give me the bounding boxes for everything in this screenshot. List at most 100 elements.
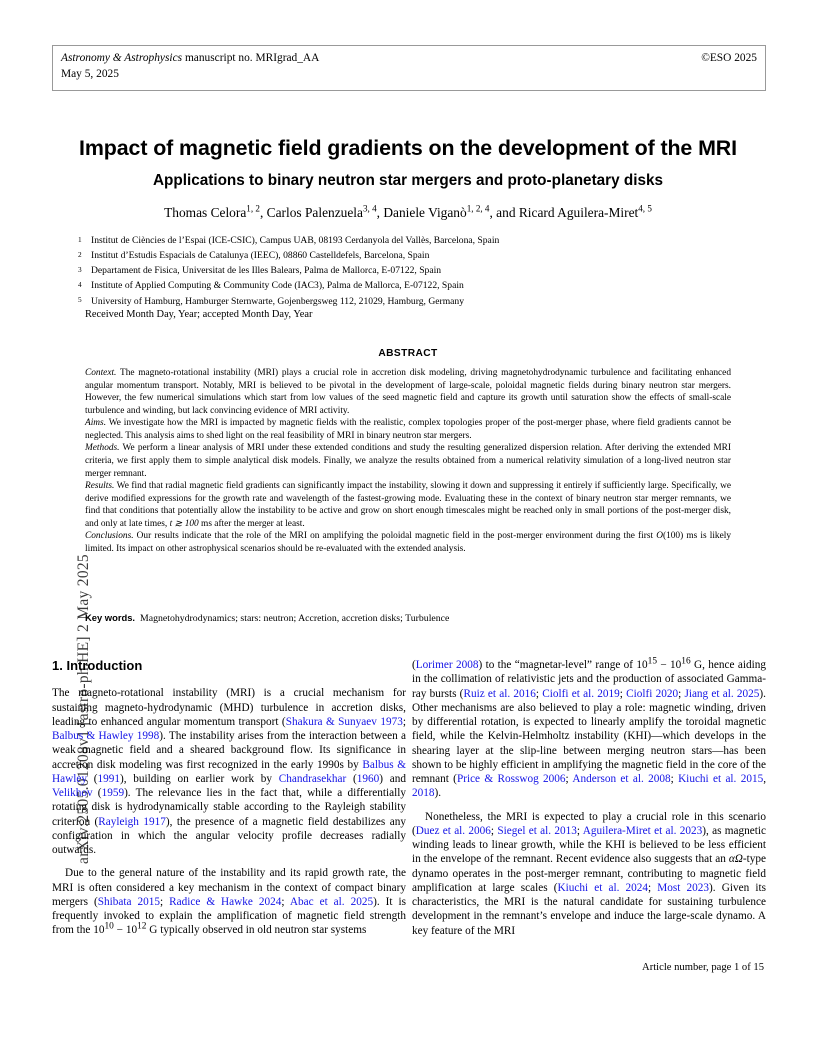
- citation-link[interactable]: Balbus & Hawley: [52, 758, 406, 785]
- citation-link[interactable]: Rayleigh 1917: [98, 815, 166, 828]
- citation-link[interactable]: 2018: [412, 787, 435, 800]
- field-strength-upper: 1012: [125, 921, 147, 937]
- citation-link[interactable]: Jiang et al. 2025: [684, 687, 760, 700]
- citation-link[interactable]: Ruiz et al. 2016: [463, 687, 536, 700]
- text-run: 10: [636, 659, 648, 671]
- author-aguilera-miret: Ricard Aguilera-Miret4, 5: [518, 203, 652, 220]
- body-column-left: 1. Introduction The magneto-rotational i…: [52, 658, 406, 938]
- text-run: ).: [434, 787, 442, 800]
- citation-link[interactable]: Duez et al. 2006: [415, 824, 491, 837]
- dynamo-type-math: αΩ: [728, 853, 743, 866]
- text-run: ;: [160, 895, 170, 908]
- abstract-results-text-b: ms after the merger at least.: [198, 518, 305, 529]
- citation-link[interactable]: Chandrasekhar: [278, 772, 347, 785]
- affiliation-marker: 3: [78, 264, 82, 274]
- abstract-conclusions-math: O: [656, 531, 663, 542]
- keywords-label: Key words.: [85, 612, 136, 623]
- text-run: (: [92, 787, 102, 800]
- abstract-heading: ABSTRACT: [378, 348, 438, 359]
- text-run: (: [87, 772, 98, 785]
- header-date: May 5, 2025: [61, 68, 119, 81]
- abstract-results-label: Results.: [85, 481, 115, 492]
- abstract-results: Results. We find that radial magnetic fi…: [85, 480, 731, 530]
- affiliation-list: 1 Institut de Ciències de l’Espai (ICE-C…: [78, 233, 698, 309]
- citation-link[interactable]: Siegel et al. 2013: [497, 824, 577, 837]
- text-run: ,: [763, 773, 767, 785]
- text-run: The magneto-rotational instability (MRI)…: [52, 687, 406, 728]
- text-run: ). Other mechanisms are also believed to…: [412, 687, 766, 786]
- text-run: 10: [93, 924, 105, 937]
- citation-link[interactable]: Abac et al. 2025: [289, 895, 374, 908]
- magnetar-field-lower: 1015: [636, 657, 657, 671]
- text-run: (: [346, 772, 357, 785]
- field-strength-lower: 1010: [93, 921, 114, 937]
- abstract-methods: Methods. We perform a linear analysis of…: [85, 442, 731, 480]
- paragraph-intro-1: The magneto-rotational instability (MRI)…: [52, 686, 406, 857]
- text-run: ;: [670, 773, 679, 785]
- keywords-text: Magnetohydrodynamics; stars: neutron; Ac…: [140, 613, 450, 624]
- affiliation-item: 2 Institut d’Estudis Espacials de Catalu…: [78, 248, 698, 263]
- paragraph-intro-2: Due to the general nature of the instabi…: [52, 866, 406, 937]
- running-head-box: Astronomy & Astrophysics manuscript no. …: [52, 45, 766, 91]
- affiliation-text: Institute of Applied Computing & Communi…: [91, 280, 464, 292]
- citation-link[interactable]: 1960: [356, 772, 380, 785]
- text-run: −: [657, 659, 671, 671]
- citation-link[interactable]: Most 2023: [657, 881, 710, 894]
- author-palenzuela: Carlos Palenzuela3, 4: [266, 203, 377, 220]
- author-list: Thomas Celora1, 2, Carlos Palenzuela3, 4…: [164, 203, 652, 220]
- affiliation-text: Institut de Ciències de l’Espai (ICE-CSI…: [91, 235, 500, 246]
- text-run: ;: [648, 881, 658, 894]
- citation-link[interactable]: 1991: [97, 772, 120, 785]
- citation-link[interactable]: Lorimer 2008: [415, 659, 479, 671]
- abstract-context-label: Context.: [85, 368, 117, 378]
- affiliation-item: 1 Institut de Ciències de l’Espai (ICE-C…: [78, 233, 698, 248]
- abstract-context-text: The magneto-rotational instability (MRI)…: [85, 368, 731, 416]
- abstract-aims: Aims. We investigate how the MRI is impa…: [85, 417, 731, 442]
- citation-link[interactable]: Kiuchi et al. 2024: [557, 881, 649, 894]
- citation-link[interactable]: Ciolfi et al. 2019: [542, 687, 620, 700]
- abstract-aims-text: We investigate how the MRI is impacted b…: [85, 418, 731, 441]
- abstract-body: Context. The magneto-rotational instabil…: [85, 367, 731, 555]
- abstract-methods-text: We perform a linear analysis of MRI unde…: [85, 443, 731, 479]
- text-run: ;: [490, 824, 498, 837]
- affiliation-item: 3 Departament de Fisica, Universitat de …: [78, 263, 698, 278]
- text-run: ;: [576, 824, 583, 837]
- citation-link[interactable]: Balbus & Hawley 1998: [52, 730, 160, 743]
- text-run: ;: [565, 773, 573, 785]
- text-run: (: [412, 659, 416, 671]
- citation-link[interactable]: Kiuchi et al. 2015: [678, 773, 764, 785]
- citation-link[interactable]: Aguilera-Miret et al. 2023: [582, 824, 703, 837]
- affiliation-text: Departament de Fisica, Universitat de le…: [91, 265, 442, 277]
- abstract-conclusions: Conclusions. Our results indicate that t…: [85, 530, 731, 555]
- affiliation-marker: 5: [78, 295, 82, 305]
- citation-link[interactable]: Ciolfi 2020: [626, 687, 679, 700]
- abstract-results-math: t ≳ 100: [169, 518, 199, 529]
- text-run: ;: [619, 687, 627, 700]
- citation-link[interactable]: Shibata 2015: [97, 895, 160, 908]
- text-run: ;: [535, 687, 543, 700]
- author-vigano: Daniele Viganò1, 2, 4: [383, 203, 490, 220]
- affiliation-marker: 1: [78, 234, 82, 244]
- author-celora: Thomas Celora1, 2: [164, 203, 260, 220]
- text-run: ), the presence of a magnetic field dest…: [52, 815, 406, 857]
- exponent: 12: [137, 921, 147, 932]
- abstract-conclusions-text-a: Our results indicate that the role of th…: [133, 531, 657, 542]
- citation-link[interactable]: 1959: [101, 787, 125, 800]
- text-run: ) to the “magnetar-level” range of: [478, 659, 637, 671]
- magnetar-field-upper: 1016: [670, 657, 691, 671]
- exponent: 10: [104, 921, 114, 932]
- page-title: Impact of magnetic field gradients on th…: [79, 136, 737, 160]
- citation-link[interactable]: Price & Rosswog 2006: [456, 773, 566, 785]
- abstract-context: Context. The magneto-rotational instabil…: [85, 367, 731, 417]
- citation-link[interactable]: Radice & Hawke 2024: [169, 895, 282, 908]
- abstract-results-text-a: We find that radial magnetic field gradi…: [85, 481, 731, 529]
- citation-link[interactable]: Shakura & Sunyaev 1973: [285, 715, 403, 728]
- text-run: ), building on earlier work by: [119, 772, 279, 785]
- text-run: 10: [125, 924, 138, 937]
- running-head-row: Astronomy & Astrophysics manuscript no. …: [61, 51, 757, 66]
- affiliation-marker: 4: [78, 279, 82, 289]
- citation-link[interactable]: Anderson et al. 2008: [572, 773, 671, 785]
- citation-link[interactable]: Velikhov: [52, 787, 93, 800]
- abstract-methods-label: Methods.: [85, 443, 120, 454]
- copyright-notice: ©ESO 2025: [701, 52, 757, 64]
